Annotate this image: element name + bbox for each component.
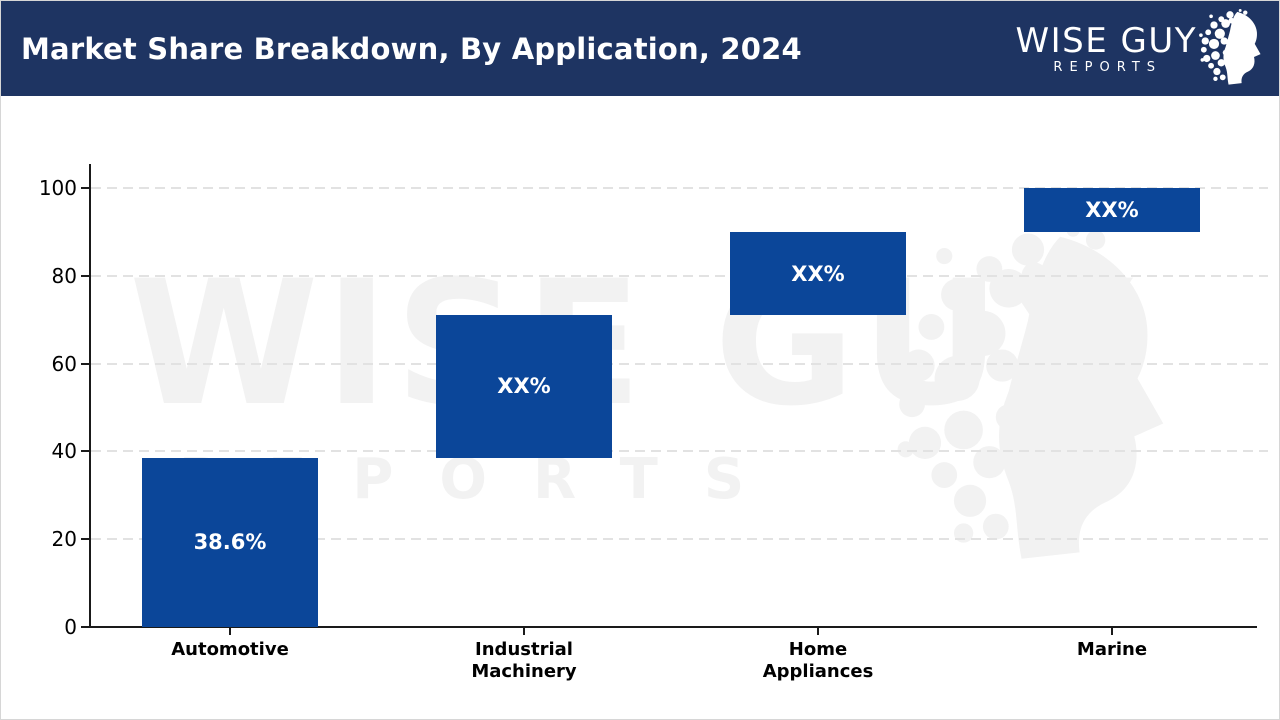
bar-automotive: 38.6%: [142, 457, 318, 627]
category-label-3: Marine: [1076, 639, 1148, 660]
y-gridline-60: [91, 362, 1268, 365]
y-gridline-100: [91, 187, 1268, 189]
category-label-0: Automotive: [171, 639, 289, 660]
y-tick-40: [81, 450, 89, 453]
y-gridline-20: [91, 538, 1268, 541]
y-tick-80: [81, 274, 89, 277]
logo-wiseguy-label: WISE GUY: [1015, 20, 1197, 61]
logo-reports-label: REPORTS: [1053, 59, 1163, 75]
page-title: Market Share Breakdown, By Application, …: [21, 31, 802, 66]
y-tick-20: [81, 538, 89, 541]
y-axis-line: [89, 164, 91, 627]
y-tick-60: [81, 362, 89, 365]
x-tick-2: [817, 627, 819, 635]
y-tick-label-0: 0: [64, 615, 77, 639]
y-tick-label-100: 100: [38, 176, 77, 200]
category-label-2: Home Appliances: [762, 639, 874, 682]
bar-marine: XX%: [1024, 188, 1200, 232]
y-gridline-40: [91, 450, 1268, 453]
y-tick-label-20: 20: [51, 527, 77, 552]
dotted-head-profile-icon: [1199, 8, 1261, 85]
bar-value-label: XX%: [791, 261, 845, 286]
y-gridline-80: [91, 274, 1268, 277]
bar-value-label: XX%: [1085, 197, 1139, 222]
y-tick-label-60: 60: [51, 351, 77, 376]
watermark-dotted-head-icon: [891, 223, 1164, 559]
y-tick-label-40: 40: [51, 439, 77, 464]
x-tick-1: [523, 627, 525, 635]
bar-value-label: XX%: [497, 374, 551, 399]
header-bar: Market Share Breakdown, By Application, …: [1, 1, 1279, 96]
bar-home-appliances: XX%: [730, 231, 906, 316]
bar-value-label: 38.6%: [193, 530, 267, 555]
category-label-1: Industrial Machinery: [471, 639, 577, 682]
x-tick-3: [1111, 627, 1113, 635]
wiseguy-logo-text: WISE GUY REPORTS: [1015, 24, 1197, 74]
x-tick-0: [229, 627, 231, 635]
x-axis-line: [89, 626, 1257, 628]
bar-industrial-machinery: XX%: [436, 315, 612, 458]
wiseguy-logo: WISE GUY REPORTS: [1015, 8, 1267, 89]
y-tick-label-80: 80: [51, 263, 77, 288]
y-tick-0: [81, 626, 89, 628]
y-tick-100: [81, 187, 89, 189]
